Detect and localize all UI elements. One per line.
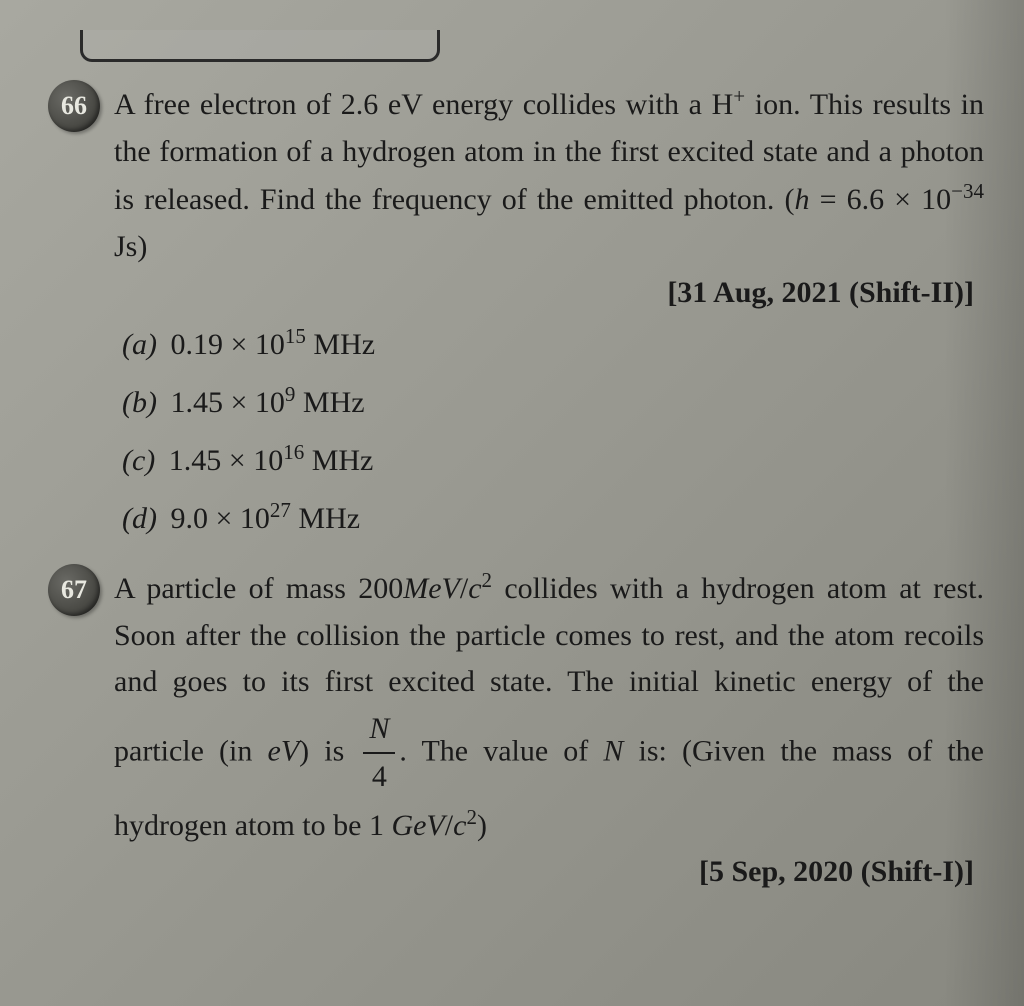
option-value: 0.19 × 1015 MHz (170, 328, 375, 361)
option-value: 1.45 × 1016 MHz (169, 444, 374, 477)
options-list: (a) 0.19 × 1015 MHz (b) 1.45 × 109 MHz (… (122, 322, 984, 540)
option-b: (b) 1.45 × 109 MHz (122, 380, 984, 424)
exam-date-tag: [31 Aug, 2021 (Shift-II)] (48, 276, 984, 310)
option-c: (c) 1.45 × 1016 MHz (122, 438, 984, 482)
option-label: (b) (122, 386, 157, 419)
question-66: 66 A free electron of 2.6 eV energy coll… (40, 80, 984, 540)
exam-date-tag: [5 Sep, 2020 (Shift-I)] (48, 855, 984, 889)
option-a: (a) 0.19 × 1015 MHz (122, 322, 984, 366)
question-number: 66 (61, 91, 87, 121)
question-number-badge: 67 (48, 564, 100, 616)
previous-box-bottom-edge (80, 30, 440, 62)
question-text: A particle of mass 200MeV/c2 collides wi… (114, 564, 984, 849)
option-label: (c) (122, 444, 155, 477)
option-value: 9.0 × 1027 MHz (170, 502, 360, 535)
page-shadow (944, 0, 1024, 1006)
question-number-badge: 66 (48, 80, 100, 132)
question-text: A free electron of 2.6 eV energy collide… (114, 80, 984, 270)
question-header: 66 A free electron of 2.6 eV energy coll… (48, 80, 984, 270)
option-d: (d) 9.0 × 1027 MHz (122, 496, 984, 540)
question-header: 67 A particle of mass 200MeV/c2 collides… (48, 564, 984, 849)
option-label: (d) (122, 502, 157, 535)
question-number: 67 (61, 575, 87, 605)
option-label: (a) (122, 328, 157, 361)
option-value: 1.45 × 109 MHz (170, 386, 364, 419)
question-67: 67 A particle of mass 200MeV/c2 collides… (40, 564, 984, 889)
